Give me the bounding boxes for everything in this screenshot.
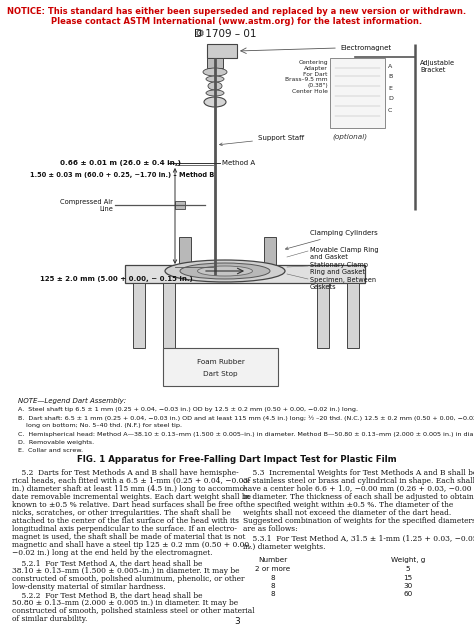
Text: are as follows:: are as follows: [243, 525, 298, 533]
Ellipse shape [204, 97, 226, 107]
Text: attached to the center of the flat surface of the head with its: attached to the center of the flat surfa… [12, 517, 239, 525]
Text: have a center hole 6.6 + 1.0, −0.00 mm (0.26 + 0.03, −0.00 in.): have a center hole 6.6 + 1.0, −0.00 mm (… [243, 485, 474, 493]
Text: magnet is used, the shaft shall be made of material that is not: magnet is used, the shaft shall be made … [12, 533, 246, 541]
Text: Dart Stop: Dart Stop [203, 371, 238, 377]
Bar [330, 58, 385, 128]
Text: FIG. 1 Apparatus for Free-Falling Dart Impact Test for Plastic Film: FIG. 1 Apparatus for Free-Falling Dart I… [77, 455, 397, 464]
Text: 15: 15 [403, 574, 413, 581]
Text: Specimen, Between
Gaskets: Specimen, Between Gaskets [310, 277, 376, 290]
Text: long on bottom; No. 5–40 thd. (N.F.) for steel tip.: long on bottom; No. 5–40 thd. (N.F.) for… [18, 424, 182, 429]
Text: A.  Steel shaft tip 6.5 ± 1 mm (0.25 + 0.04, −0.03 in.) OD by 12.5 ± 0.2 mm (0.5: A. Steel shaft tip 6.5 ± 1 mm (0.25 + 0.… [18, 407, 358, 412]
Ellipse shape [165, 260, 285, 282]
Text: 1.50 ± 0.03 m (60.0 + 0.25, −1.70 in.) – Method B: 1.50 ± 0.03 m (60.0 + 0.25, −1.70 in.) –… [30, 172, 214, 178]
Text: 50.80 ± 0.13–mm (2.000 ± 0.005 in.) in diameter. It may be: 50.80 ± 0.13–mm (2.000 ± 0.005 in.) in d… [12, 599, 238, 607]
Text: 8: 8 [271, 583, 275, 589]
Text: known to ±0.5 % relative. Dart head surfaces shall be free of: known to ±0.5 % relative. Dart head surf… [12, 501, 243, 509]
Text: 8: 8 [271, 592, 275, 597]
Text: 3: 3 [234, 618, 240, 626]
Text: in.) diameter shaft at least 115 mm (4.5 in.) long to accommo-: in.) diameter shaft at least 115 mm (4.5… [12, 485, 246, 493]
Bar [207, 44, 237, 58]
Text: NOTICE: This standard has either been superseded and replaced by a new version o: NOTICE: This standard has either been su… [8, 6, 466, 15]
Text: of similar durability.: of similar durability. [12, 615, 87, 623]
Text: −0.02 in.) long at the end held by the electromagnet.: −0.02 in.) long at the end held by the e… [12, 549, 212, 557]
Text: constructed of smooth, polished stainless steel or other material: constructed of smooth, polished stainles… [12, 607, 255, 615]
Text: rical heads, each fitted with a 6.5 ± 1-mm (0.25 + 0.04, −0.03-: rical heads, each fitted with a 6.5 ± 1-… [12, 477, 251, 485]
Text: 5.2.1  For Test Method A, the dart head shall be: 5.2.1 For Test Method A, the dart head s… [12, 559, 202, 567]
Text: Please contact ASTM International (www.astm.org) for the latest information.: Please contact ASTM International (www.a… [52, 18, 422, 27]
Text: the specified weight within ±0.5 %. The diameter of the: the specified weight within ±0.5 %. The … [243, 501, 453, 509]
Text: 38.10 ± 0.13–mm (1.500 ± 0.005–in.) in diameter. It may be: 38.10 ± 0.13–mm (1.500 ± 0.005–in.) in d… [12, 567, 239, 575]
Text: A: A [388, 63, 392, 68]
Bar [163, 348, 278, 386]
Bar [175, 201, 185, 209]
Text: Stationary Clamp
Ring and Gasket: Stationary Clamp Ring and Gasket [310, 262, 368, 275]
Text: ⚙: ⚙ [195, 29, 205, 39]
Bar [179, 237, 191, 265]
Text: D: D [388, 96, 393, 101]
Text: Foam Rubber: Foam Rubber [197, 359, 245, 365]
Bar [317, 283, 329, 348]
Text: 5.3.1  For Test Method A, 31.5 ± 1-mm (1.25 + 0.03, −0.05-: 5.3.1 For Test Method A, 31.5 ± 1-mm (1.… [243, 535, 474, 543]
Text: (optional): (optional) [332, 133, 367, 139]
Bar [133, 283, 145, 348]
Text: 60: 60 [403, 592, 413, 597]
Text: Movable Clamp Ring
and Gasket: Movable Clamp Ring and Gasket [310, 247, 379, 260]
Bar [163, 283, 175, 348]
Bar [207, 58, 223, 68]
Text: B: B [388, 75, 392, 79]
Ellipse shape [198, 266, 253, 276]
Text: Number: Number [258, 557, 288, 563]
Text: Clamping Cylinders: Clamping Cylinders [285, 230, 378, 250]
Text: in.) diameter weights.: in.) diameter weights. [243, 543, 326, 551]
Text: 5.2  Darts for Test Methods A and B shall have hemisphe-: 5.2 Darts for Test Methods A and B shall… [12, 469, 238, 477]
Text: longitudinal axis perpendicular to the surface. If an electro-: longitudinal axis perpendicular to the s… [12, 525, 237, 533]
Text: constructed of smooth, polished aluminum, phenolic, or other: constructed of smooth, polished aluminum… [12, 575, 245, 583]
Text: Electromagnet: Electromagnet [340, 45, 391, 51]
Ellipse shape [208, 82, 222, 90]
Text: 2 or more: 2 or more [255, 566, 291, 572]
Text: NOTE—Legend Dart Assembly:: NOTE—Legend Dart Assembly: [18, 398, 126, 404]
Text: D 1709 – 01: D 1709 – 01 [194, 29, 256, 39]
Text: nicks, scratches, or other irregularities. The shaft shall be: nicks, scratches, or other irregularitie… [12, 509, 231, 517]
Text: low-density material of similar hardness.: low-density material of similar hardness… [12, 583, 165, 591]
Text: B.  Dart shaft: 6.5 ± 1 mm (0.25 + 0.04, −0.03 in.) OD and at least 115 mm (4.5 : B. Dart shaft: 6.5 ± 1 mm (0.25 + 0.04, … [18, 415, 474, 420]
Ellipse shape [206, 90, 224, 96]
Text: weights shall not exceed the diameter of the dart head.: weights shall not exceed the diameter of… [243, 509, 451, 517]
Text: Suggested combination of weights for the specified diameters: Suggested combination of weights for the… [243, 517, 474, 525]
Text: 5: 5 [406, 566, 410, 572]
Text: of stainless steel or brass and cylindrical in shape. Each shall: of stainless steel or brass and cylindri… [243, 477, 474, 485]
Bar [125, 265, 365, 283]
Text: Method A: Method A [222, 160, 255, 166]
Text: 30: 30 [403, 583, 413, 589]
Bar [264, 237, 276, 265]
Text: Compressed Air
Line: Compressed Air Line [60, 199, 113, 212]
Text: date removable incremental weights. Each dart weight shall be: date removable incremental weights. Each… [12, 493, 251, 501]
Text: C.  Hemispherical head: Method A—38.10 ± 0.13–mm (1.500 ± 0.005–in.) in diameter: C. Hemispherical head: Method A—38.10 ± … [18, 432, 474, 437]
Text: C: C [388, 108, 392, 112]
Text: Adjustable
Bracket: Adjustable Bracket [420, 60, 455, 73]
Text: 8: 8 [271, 574, 275, 581]
Text: 0.66 ± 0.01 m (26.0 ± 0.4 in.): 0.66 ± 0.01 m (26.0 ± 0.4 in.) [60, 160, 181, 166]
Text: 5.2.2  For Test Method B, the dart head shall be: 5.2.2 For Test Method B, the dart head s… [12, 591, 202, 599]
Text: Centering
Adapter
For Dart
Brass–9.5 mm
(0.38")
Center Hole: Centering Adapter For Dart Brass–9.5 mm … [285, 60, 328, 94]
Ellipse shape [203, 68, 227, 76]
Text: 5.3  Incremental Weights for Test Methods A and B shall be: 5.3 Incremental Weights for Test Methods… [243, 469, 474, 477]
Ellipse shape [206, 76, 224, 82]
Text: magnetic and shall have a steel tip 125 ± 0.2 mm (0.50 + 0.00,: magnetic and shall have a steel tip 125 … [12, 541, 252, 549]
Text: Weight, g: Weight, g [391, 557, 425, 563]
Bar [347, 283, 359, 348]
Text: E: E [388, 86, 392, 91]
Text: Support Staff: Support Staff [219, 135, 304, 146]
Text: 125 ± 2.0 mm (5.00 + 0.00, − 0.15 in.): 125 ± 2.0 mm (5.00 + 0.00, − 0.15 in.) [40, 276, 193, 282]
Text: in diameter. The thickness of each shall be adjusted to obtain: in diameter. The thickness of each shall… [243, 493, 474, 501]
Text: E.  Collar and screw.: E. Collar and screw. [18, 448, 83, 453]
Ellipse shape [180, 263, 270, 279]
Text: D.  Removable weights.: D. Removable weights. [18, 440, 94, 445]
